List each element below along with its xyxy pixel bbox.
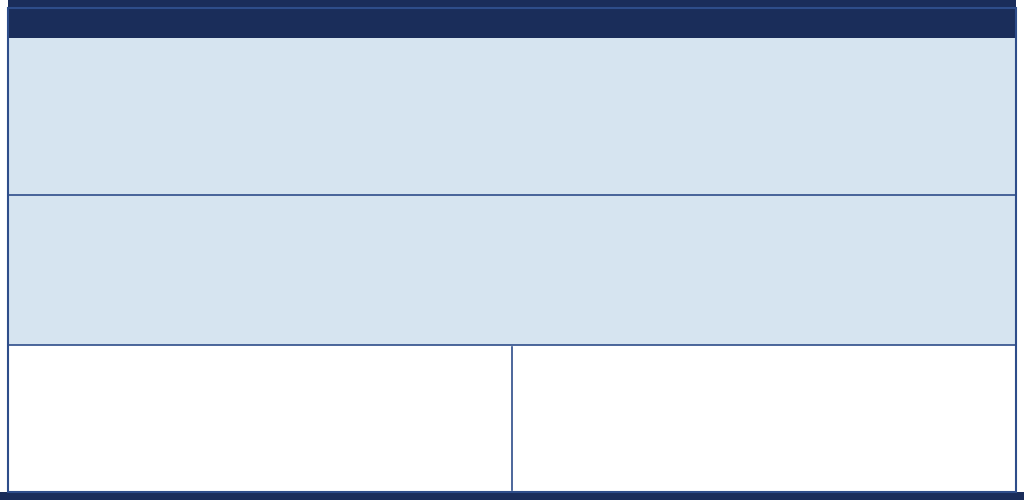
Text: 7x−3: 7x−3 [558, 412, 599, 426]
Text: 2x−1: 2x−1 [122, 412, 163, 426]
FancyBboxPatch shape [8, 195, 1016, 345]
Text: =: = [160, 246, 176, 266]
Text: When multiplying the numerator, ensure you multiply all terms in the numerator: When multiplying the numerator, ensure y… [44, 71, 716, 89]
Text: 10: 10 [38, 258, 59, 276]
Text: 10: 10 [200, 258, 221, 276]
Text: 2x−20: 2x−20 [55, 366, 105, 380]
Text: 12 – SIMPLIFYING ALGEBRAIC FRACTIONS: 12 – SIMPLIFYING ALGEBRAIC FRACTIONS [18, 10, 455, 29]
Text: 2: 2 [70, 432, 80, 446]
Text: -: - [85, 345, 101, 363]
Text: 6: 6 [662, 386, 672, 400]
Text: 2x−5: 2x−5 [102, 234, 146, 252]
Text: •: • [28, 71, 39, 89]
Text: When simplifying, all terms must be divisible by your chosen factor: When simplifying, all terms must be divi… [44, 121, 604, 139]
Text: Simplify:: Simplify: [100, 200, 176, 218]
Text: b): b) [530, 374, 546, 390]
Text: •: • [28, 46, 39, 64]
FancyBboxPatch shape [8, 38, 1016, 195]
Text: 4: 4 [73, 386, 83, 400]
Text: −: − [630, 374, 645, 392]
Text: x−4: x−4 [186, 264, 220, 282]
Text: +: + [115, 374, 129, 392]
Text: 10: 10 [116, 258, 137, 276]
FancyBboxPatch shape [8, 345, 1016, 492]
Text: 8x−10: 8x−10 [130, 366, 180, 380]
Text: •: • [28, 121, 39, 139]
Text: Simplify: Simplify [103, 345, 170, 363]
FancyBboxPatch shape [0, 492, 1024, 500]
Text: 5x−20: 5x−20 [182, 234, 238, 252]
Text: −: − [614, 420, 629, 438]
Text: a): a) [28, 374, 43, 390]
Text: +: + [85, 246, 101, 266]
Text: Same rules apply as standard fractions (see 1 – FRACTIONS): Same rules apply as standard fractions (… [44, 46, 546, 64]
Text: c): c) [28, 420, 42, 436]
Text: d): d) [530, 420, 546, 436]
Text: -: - [82, 200, 98, 218]
Text: 3: 3 [137, 432, 146, 446]
Text: 2x−4: 2x−4 [646, 366, 687, 380]
Text: =: = [160, 274, 176, 293]
Text: 10x+20: 10x+20 [558, 366, 618, 380]
Text: 2: 2 [198, 286, 209, 304]
Text: When adding/subtracting numerators, ensure you collect like terms: When adding/subtracting numerators, ensu… [44, 96, 606, 114]
Text: •: • [28, 96, 39, 114]
Text: 4: 4 [148, 386, 158, 400]
Text: Practice: Practice [18, 345, 94, 363]
Text: 4: 4 [645, 432, 654, 446]
Text: Example: Example [18, 200, 97, 218]
Text: 2x−3: 2x−3 [55, 412, 96, 426]
Text: 6: 6 [582, 386, 592, 400]
FancyBboxPatch shape [8, 0, 1016, 38]
Text: +: + [106, 420, 121, 438]
Text: 12: 12 [572, 432, 591, 446]
Text: 3x−15: 3x−15 [20, 234, 76, 252]
Text: 2x−1: 2x−1 [630, 412, 671, 426]
